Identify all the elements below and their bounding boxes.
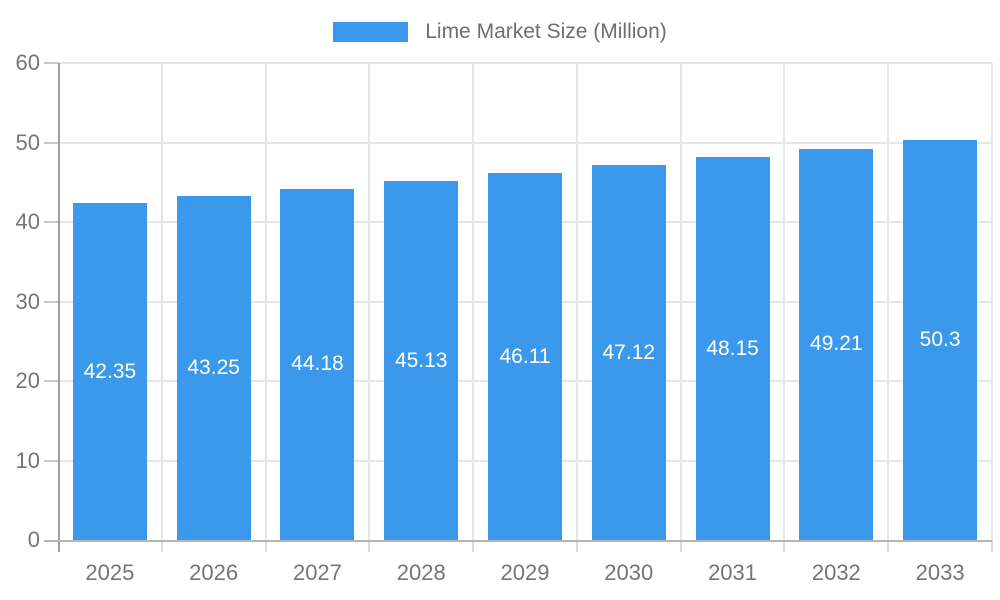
- gridline-v: [887, 63, 890, 540]
- x-tick-label-2026: 2026: [189, 560, 239, 585]
- bar-value-label: 47.12: [602, 340, 656, 364]
- x-tick-label-2031: 2031: [708, 560, 758, 585]
- bar-value-label: 43.25: [187, 356, 240, 380]
- y-tick: [44, 141, 58, 144]
- gridline-h: [58, 62, 992, 64]
- x-tick: [887, 540, 890, 552]
- x-tick-label-2027: 2027: [292, 560, 342, 585]
- bar-value-label: 42.35: [83, 359, 137, 383]
- bar-2027[interactable]: 44.18: [280, 188, 355, 540]
- y-tick: [44, 221, 58, 223]
- bar-value-label: 46.11: [499, 344, 551, 368]
- gridline-v: [991, 63, 993, 540]
- x-tick: [679, 540, 682, 552]
- x-tick: [783, 540, 786, 552]
- gridline-v: [264, 63, 267, 540]
- legend: Lime Market Size (Million): [0, 20, 1000, 44]
- gridline-v: [679, 63, 682, 540]
- gridline-v: [160, 63, 163, 540]
- legend-label: Lime Market Size (Million): [425, 20, 667, 43]
- bar-2033[interactable]: 50.3: [903, 140, 978, 540]
- y-tick-label: 30: [15, 288, 40, 314]
- x-tick: [575, 540, 578, 552]
- bar-value-label: 45.13: [394, 348, 448, 372]
- y-tick: [44, 300, 58, 303]
- legend-swatch: [333, 22, 409, 42]
- x-tick: [160, 540, 163, 552]
- y-tick-label: 0: [27, 527, 40, 552]
- y-tick-label: 40: [15, 209, 40, 234]
- x-tick-label-2029: 2029: [500, 560, 550, 585]
- x-tick-label-2032: 2032: [811, 560, 861, 585]
- x-tick: [368, 540, 371, 552]
- bar-2030[interactable]: 47.12: [591, 165, 666, 540]
- bar-value-label: 50.3: [919, 328, 961, 352]
- y-tick-label: 20: [15, 368, 40, 393]
- bar-value-label: 48.15: [706, 336, 759, 360]
- bar-value-label: 44.18: [291, 352, 344, 376]
- gridline-v: [368, 63, 371, 540]
- bar-value-label: 49.21: [810, 332, 863, 356]
- x-tick: [991, 540, 993, 552]
- bar-2031[interactable]: 48.15: [695, 157, 770, 540]
- x-tick-label-2033: 2033: [915, 560, 965, 585]
- x-tick-label-2025: 2025: [85, 560, 135, 585]
- y-tick-label: 10: [15, 447, 40, 473]
- x-tick: [472, 540, 475, 552]
- gridline-v: [783, 63, 786, 540]
- bar-2026[interactable]: 43.25: [176, 196, 251, 540]
- bar-2028[interactable]: 45.13: [384, 181, 459, 540]
- x-tick-label-2030: 2030: [604, 560, 654, 585]
- x-tick: [264, 540, 267, 552]
- y-axis-line: [58, 63, 60, 552]
- bar-2032[interactable]: 49.21: [799, 148, 874, 540]
- bar-2025[interactable]: 42.35: [72, 203, 147, 540]
- y-tick-label: 60: [15, 50, 40, 75]
- gridline-h: [58, 141, 992, 144]
- y-tick: [44, 62, 58, 64]
- x-tick-label-2028: 2028: [396, 560, 446, 585]
- y-tick-label: 50: [15, 129, 40, 155]
- y-tick: [44, 459, 58, 462]
- gridline-v: [575, 63, 578, 540]
- bar-2029[interactable]: 46.11: [488, 173, 562, 540]
- gridline-v: [472, 63, 475, 540]
- y-tick: [44, 380, 58, 382]
- x-axis-line: [44, 540, 992, 542]
